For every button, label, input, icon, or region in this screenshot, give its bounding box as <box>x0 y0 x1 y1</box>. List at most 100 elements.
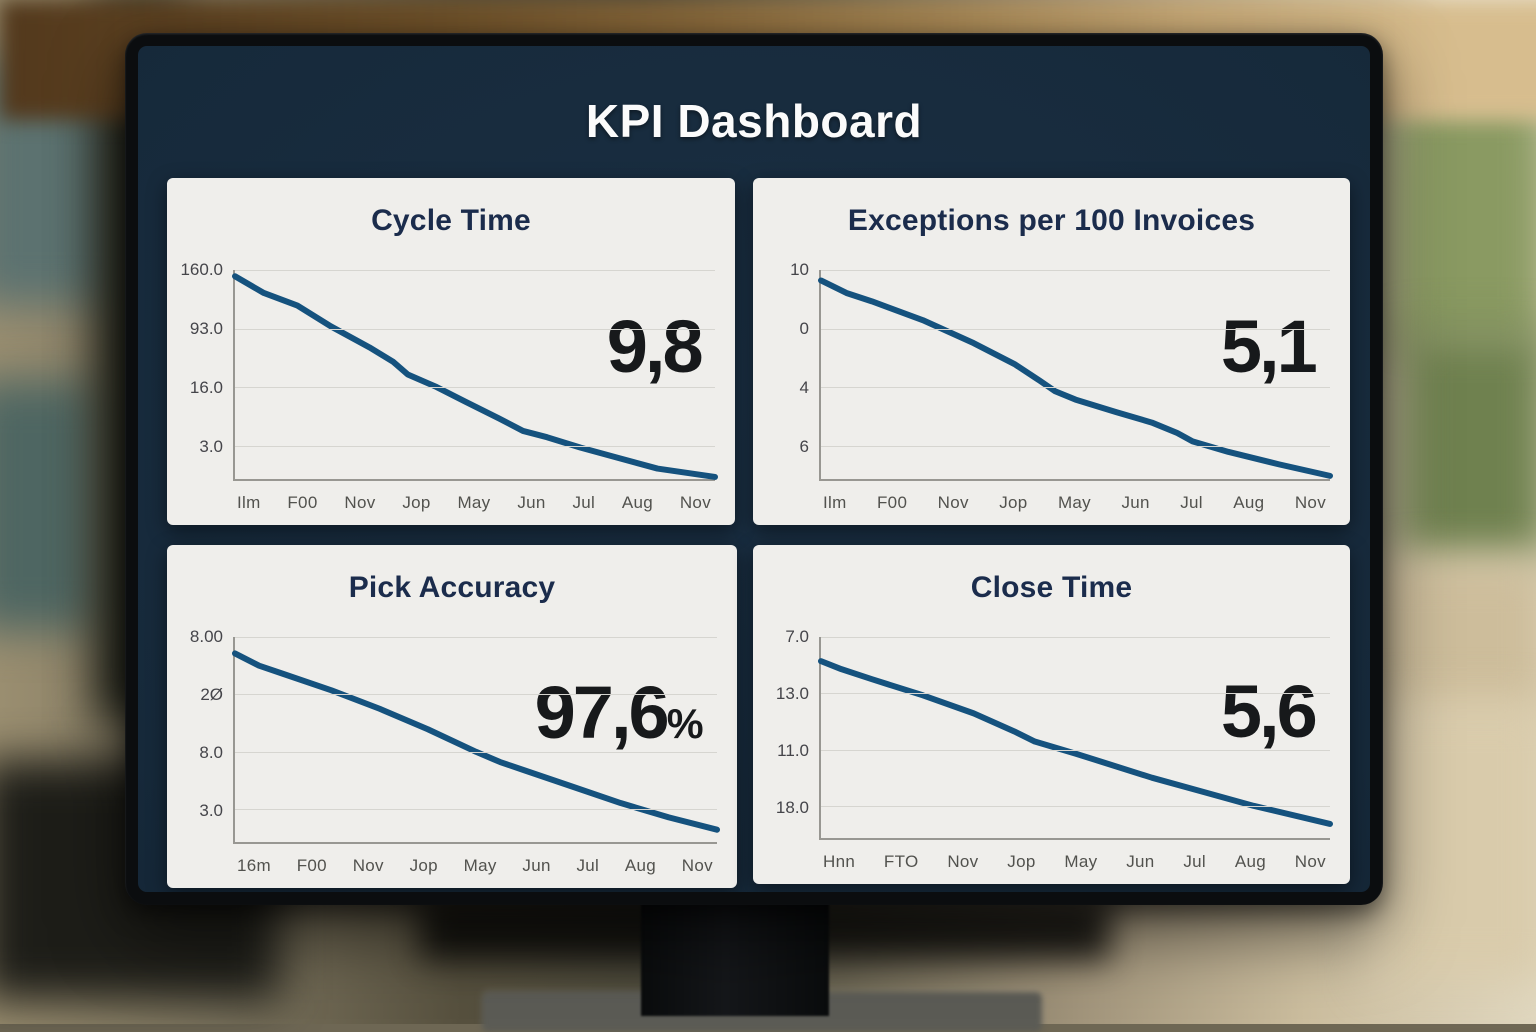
kpi-value: 5,1 <box>1221 309 1318 384</box>
chart-plot: 97,6% <box>233 637 717 844</box>
gridline <box>235 809 717 811</box>
x-axis-tick-label: Jun <box>1126 852 1155 871</box>
y-axis-tick-label: 16.0 <box>189 378 223 398</box>
kpi-suffix: % <box>666 699 704 747</box>
y-axis-tick-label: 10 <box>790 260 809 279</box>
trend-line <box>235 276 715 477</box>
gridline <box>821 387 1330 389</box>
x-axis-tick-label: Nov <box>344 493 376 512</box>
x-axis-tick-label: 16m <box>237 856 271 875</box>
trend-line <box>821 661 1330 824</box>
kpi-value: 5,6 <box>1221 675 1318 749</box>
card-title: Close Time <box>970 571 1133 604</box>
gridline <box>235 694 717 696</box>
dashboard-title: KPI Dashboard <box>585 95 923 147</box>
kpi-card-pick-accuracy: Pick Accuracy 8.00 2Ø 8.0 3.0 97,6% 16m F00 N… <box>167 545 737 888</box>
x-axis-tick-label: Hnn <box>823 852 856 871</box>
gridline <box>821 328 1330 330</box>
x-axis-tick-label: Aug <box>621 493 654 512</box>
y-axis-tick-label: 3.0 <box>199 437 223 457</box>
x-axis-labels: 16m F00 Nov Jop May Jun Jul Aug Nov <box>233 850 717 876</box>
chart-region: 10 0 4 6 5,1 Ilm F00 Nov Jop May Jun Jul Aug Nov <box>765 260 1330 513</box>
x-axis-tick-label: May <box>1064 852 1098 871</box>
x-axis-tick-label: May <box>1057 493 1091 512</box>
trend-line-chart <box>821 637 1330 838</box>
gridline <box>821 693 1330 695</box>
x-axis-tick-label: Nov <box>937 493 969 512</box>
kpi-number: 5,1 <box>1220 304 1318 388</box>
y-axis-tick-label: 13.0 <box>775 683 809 703</box>
chart-plot: 5,1 <box>819 270 1330 481</box>
kpi-value: 97,6% <box>535 675 704 750</box>
gridline <box>821 637 1330 638</box>
y-axis-tick-label: 18.0 <box>775 797 809 817</box>
x-axis-tick-label: Jul <box>1183 852 1206 871</box>
x-axis-tick-label: Jun <box>517 493 546 512</box>
x-axis-tick-label: Nov <box>1294 852 1326 871</box>
x-axis-tick-label: Nov <box>947 852 979 871</box>
x-axis-tick-label: Aug <box>1233 493 1265 512</box>
y-axis-labels: 10 0 4 6 <box>765 260 811 481</box>
card-title: Pick Accuracy <box>348 571 556 604</box>
x-axis-tick-label: Ilm <box>823 493 847 512</box>
y-axis-labels: 7.0 13.0 11.0 18.0 <box>765 627 811 840</box>
trend-line-chart <box>821 270 1330 479</box>
card-title: Cycle Time <box>371 204 531 237</box>
x-axis-tick-label: Jul <box>572 493 596 512</box>
x-axis-tick-label: Jop <box>409 856 438 875</box>
foliage-blur-right-lower <box>1400 330 1536 560</box>
y-axis-tick-label: 160.0 <box>180 260 223 279</box>
x-axis-tick-label: May <box>463 856 497 875</box>
y-axis-tick-label: 7.0 <box>785 627 809 646</box>
y-axis-tick-label: 8.0 <box>199 742 223 762</box>
gridline <box>235 387 715 389</box>
monitor-bezel: KPI Dashboard Cycle Time 160.0 93.0 16.0 3.… <box>125 33 1383 905</box>
y-axis-tick-label: 3.0 <box>199 800 223 820</box>
x-axis-tick-label: F00 <box>877 493 908 512</box>
x-axis-tick-label: Nov <box>679 493 711 512</box>
x-axis-tick-label: Aug <box>624 856 657 875</box>
kpi-number: 5,6 <box>1220 670 1318 754</box>
chart-region: 8.00 2Ø 8.0 3.0 97,6% 16m F00 Nov Jop May Jun Jul… <box>179 627 717 876</box>
x-axis-tick-label: Jul <box>1180 493 1203 512</box>
kpi-card-cycle-time: Cycle Time 160.0 93.0 16.0 3.0 9,8 Ilm F00 No… <box>167 178 735 525</box>
y-axis-tick-label: 8.00 <box>189 627 223 646</box>
x-axis-labels: Ilm F00 Nov Jop May Jun Jul Aug Nov <box>819 487 1330 513</box>
card-title: Exceptions per 100 Invoices <box>847 204 1256 237</box>
x-axis-tick-label: Ilm <box>237 493 261 512</box>
chart-plot: 5,6 <box>819 637 1330 840</box>
x-axis-tick-label: F00 <box>287 493 318 512</box>
chart-region: 7.0 13.0 11.0 18.0 5,6 Hnn FTO Nov Jop May Jun Ju… <box>765 627 1330 872</box>
x-axis-tick-label: Jop <box>999 493 1028 512</box>
x-axis-tick-label: FTO <box>883 852 919 871</box>
trend-line <box>821 280 1330 475</box>
chart-plot: 9,8 <box>233 270 715 481</box>
window-pane-left-bottom <box>0 380 100 630</box>
kpi-card-exceptions: Exceptions per 100 Invoices 10 0 4 6 5,1 Il… <box>753 178 1350 525</box>
x-axis-tick-label: Jul <box>576 856 600 875</box>
y-axis-tick-label: 93.0 <box>189 319 223 339</box>
chart-region: 160.0 93.0 16.0 3.0 9,8 Ilm F00 Nov Jop May Jun J… <box>179 260 715 513</box>
x-axis-tick-label: Jop <box>402 493 431 512</box>
x-axis-tick-label: Nov <box>352 856 384 875</box>
y-axis-tick-label: 0 <box>799 319 809 339</box>
x-axis-tick-label: F00 <box>296 856 327 875</box>
x-axis-labels: Ilm F00 Nov Jop May Jun Jul Aug Nov <box>233 487 715 513</box>
y-axis-tick-label: 6 <box>799 437 809 457</box>
y-axis-tick-label: 2Ø <box>200 684 223 704</box>
y-axis-tick-label: 11.0 <box>777 740 809 760</box>
x-axis-tick-label: Jun <box>1121 493 1150 512</box>
foliage-blur-right <box>1390 90 1536 350</box>
y-axis-labels: 8.00 2Ø 8.0 3.0 <box>179 627 225 844</box>
x-axis-tick-label: Aug <box>1234 852 1266 871</box>
window-sill-right <box>1370 560 1536 720</box>
x-axis-labels: Hnn FTO Nov Jop May Jun Jul Aug Nov <box>819 846 1330 872</box>
gridline <box>821 445 1330 447</box>
x-axis-tick-label: Nov <box>681 856 713 875</box>
gridline <box>235 637 717 638</box>
wall-right <box>1370 700 1536 980</box>
y-axis-labels: 160.0 93.0 16.0 3.0 <box>179 260 225 481</box>
monitor-stand-neck <box>641 896 829 1016</box>
gridline <box>821 270 1330 271</box>
y-axis-tick-label: 4 <box>799 378 809 398</box>
